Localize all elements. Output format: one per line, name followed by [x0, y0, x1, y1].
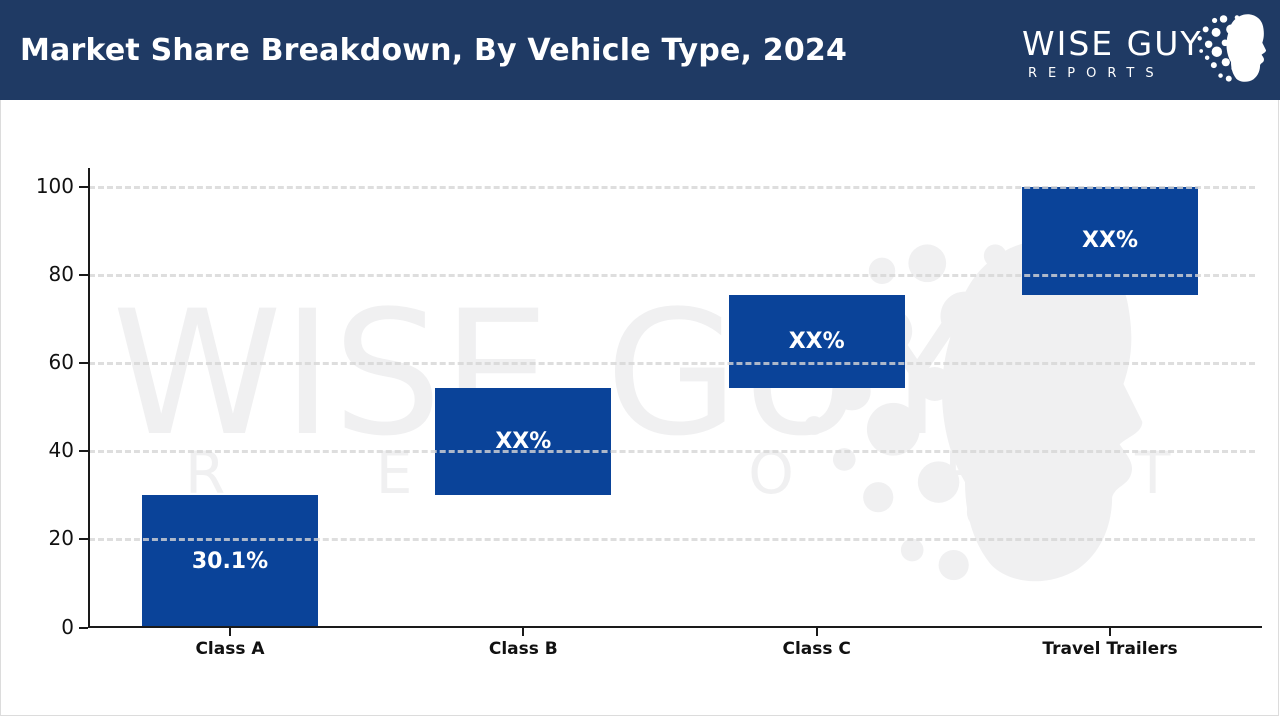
- brand-logo-subtitle: REPORTS: [1028, 66, 1165, 81]
- bar-value-label: XX%: [788, 329, 845, 355]
- bar-value-label: XX%: [1082, 228, 1138, 254]
- y-tick-label: 40: [48, 438, 74, 463]
- gridline-20: [89, 538, 1255, 542]
- bar-class-a: 30.1%: [142, 494, 318, 628]
- y-tick-label: 100: [35, 173, 74, 198]
- gridline-100: [89, 185, 1255, 189]
- brand-face-icon: [1197, 14, 1267, 82]
- x-axis-label: Class A: [195, 639, 265, 659]
- bar-value-label: XX%: [495, 428, 552, 454]
- gridline-40: [89, 450, 1255, 454]
- y-tick-label: 80: [48, 261, 74, 286]
- x-tick: [522, 628, 525, 636]
- gridline-80: [89, 273, 1255, 277]
- x-tick: [1109, 628, 1111, 636]
- y-tick-label: 60: [48, 349, 74, 374]
- y-tick: [79, 538, 88, 541]
- bar-class-c: XX%: [728, 295, 905, 389]
- y-tick: [79, 185, 88, 188]
- y-tick: [79, 450, 88, 453]
- y-tick: [79, 626, 88, 629]
- watermark-face-icon: [795, 239, 1143, 582]
- y-tick: [79, 361, 88, 364]
- x-tick: [229, 628, 231, 636]
- gridline-60: [89, 361, 1255, 365]
- brand-logo-name: WISE GUY: [1022, 24, 1203, 63]
- bar-travel-trailers: XX%: [1022, 186, 1198, 295]
- y-tick: [79, 273, 88, 276]
- header-bar: Market Share Breakdown, By Vehicle Type,…: [0, 0, 1280, 100]
- y-axis-spine: [88, 168, 90, 628]
- x-axis-label: Class C: [782, 639, 851, 659]
- x-axis-label: Travel Trailers: [1042, 639, 1178, 659]
- bar-value-label: 30.1%: [191, 548, 269, 574]
- chart-title: Market Share Breakdown, By Vehicle Type,…: [20, 32, 848, 68]
- brand-logo: WISE GUY REPORTS: [1022, 10, 1272, 92]
- y-tick-label: 0: [61, 614, 74, 639]
- x-tick: [815, 628, 818, 636]
- y-tick-label: 20: [48, 526, 74, 551]
- bar-class-b: XX%: [435, 388, 612, 495]
- x-axis-label: Class B: [488, 639, 558, 659]
- x-axis-spine: [88, 626, 1262, 628]
